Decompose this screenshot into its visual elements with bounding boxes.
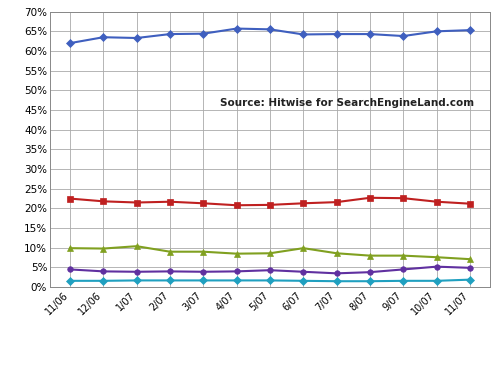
Google xyxy=(267,27,273,32)
Google xyxy=(100,35,106,40)
Line: Google: Google xyxy=(67,26,473,46)
Others xyxy=(200,278,206,283)
Ask xyxy=(267,268,273,272)
Yahoo xyxy=(200,201,206,206)
Ask xyxy=(200,269,206,274)
Others xyxy=(234,278,239,283)
Microsoft xyxy=(400,253,406,258)
Yahoo xyxy=(100,199,106,204)
Google xyxy=(300,32,306,37)
Yahoo xyxy=(334,200,340,204)
Google xyxy=(200,31,206,36)
Google xyxy=(334,32,340,36)
Microsoft xyxy=(367,253,373,258)
Others xyxy=(134,278,140,283)
Microsoft xyxy=(467,257,473,262)
Microsoft xyxy=(200,249,206,254)
Yahoo xyxy=(134,200,140,205)
Yahoo xyxy=(67,196,73,201)
Others xyxy=(334,279,340,284)
Others xyxy=(367,279,373,284)
Google xyxy=(167,32,173,36)
Line: Others: Others xyxy=(67,277,473,284)
Line: Yahoo: Yahoo xyxy=(67,195,473,208)
Ask xyxy=(100,269,106,274)
Google xyxy=(367,32,373,36)
Yahoo xyxy=(400,196,406,201)
Microsoft xyxy=(100,246,106,251)
Others xyxy=(267,278,273,283)
Ask xyxy=(67,267,73,272)
Ask xyxy=(167,269,173,274)
Microsoft xyxy=(67,246,73,251)
Text: Source: Hitwise for SearchEngineLand.com: Source: Hitwise for SearchEngineLand.com xyxy=(220,98,474,108)
Microsoft xyxy=(334,251,340,256)
Others xyxy=(100,279,106,283)
Yahoo xyxy=(434,199,440,204)
Microsoft xyxy=(434,255,440,260)
Google xyxy=(234,26,239,31)
Others xyxy=(67,279,73,283)
Others xyxy=(434,279,440,283)
Yahoo xyxy=(300,201,306,206)
Line: Microsoft: Microsoft xyxy=(67,243,473,262)
Ask xyxy=(400,267,406,272)
Ask xyxy=(300,269,306,274)
Google xyxy=(467,28,473,33)
Microsoft xyxy=(234,251,239,256)
Ask xyxy=(234,269,239,274)
Ask xyxy=(134,269,140,274)
Microsoft xyxy=(167,249,173,254)
Yahoo xyxy=(367,196,373,200)
Others xyxy=(467,277,473,282)
Line: Ask: Ask xyxy=(67,264,473,276)
Microsoft xyxy=(300,246,306,251)
Google xyxy=(67,41,73,45)
Microsoft xyxy=(134,244,140,249)
Ask xyxy=(467,265,473,270)
Yahoo xyxy=(234,203,239,208)
Others xyxy=(300,279,306,283)
Yahoo xyxy=(167,199,173,204)
Google xyxy=(400,34,406,38)
Yahoo xyxy=(267,203,273,207)
Microsoft xyxy=(267,251,273,256)
Ask xyxy=(434,264,440,269)
Others xyxy=(167,278,173,283)
Google xyxy=(134,36,140,40)
Yahoo xyxy=(467,201,473,206)
Ask xyxy=(334,271,340,275)
Google xyxy=(434,29,440,34)
Others xyxy=(400,279,406,283)
Ask xyxy=(367,270,373,274)
